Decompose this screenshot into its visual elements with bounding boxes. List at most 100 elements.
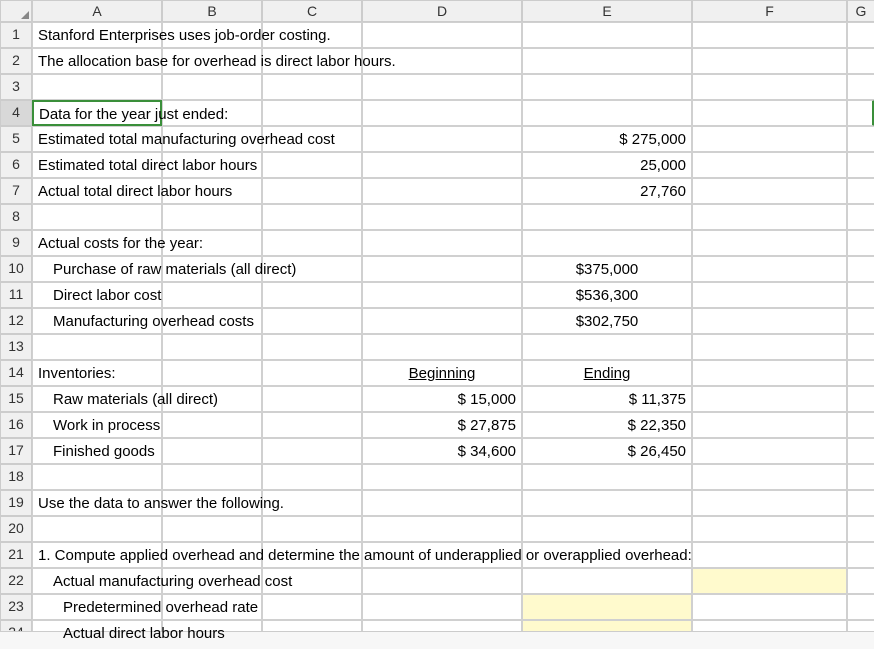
- cell-C8[interactable]: [262, 204, 362, 230]
- cell-B3[interactable]: [162, 74, 262, 100]
- cell-E1[interactable]: [522, 22, 692, 48]
- cell-E19[interactable]: [522, 490, 692, 516]
- col-header-D[interactable]: D: [362, 0, 522, 22]
- cell-G17[interactable]: [847, 438, 874, 464]
- cell-A1[interactable]: Stanford Enterprises uses job-order cost…: [32, 22, 162, 48]
- row-header-12[interactable]: 12: [0, 308, 32, 334]
- cell-G1[interactable]: [847, 22, 874, 48]
- cell-E13[interactable]: [522, 334, 692, 360]
- cell-A21[interactable]: 1. Compute applied overhead and determin…: [32, 542, 162, 568]
- cell-F20[interactable]: [692, 516, 847, 542]
- cell-E7[interactable]: 27,760: [522, 178, 692, 204]
- col-header-F[interactable]: F: [692, 0, 847, 22]
- cell-C18[interactable]: [262, 464, 362, 490]
- cell-A20[interactable]: [32, 516, 162, 542]
- cell-D22[interactable]: [362, 568, 522, 594]
- cell-E11[interactable]: $536,300: [522, 282, 692, 308]
- cell-F12[interactable]: [692, 308, 847, 334]
- cell-G19[interactable]: [847, 490, 874, 516]
- cell-D16[interactable]: $ 27,875: [362, 412, 522, 438]
- cell-E16[interactable]: $ 22,350: [522, 412, 692, 438]
- cell-G3[interactable]: [847, 74, 874, 100]
- select-all-corner[interactable]: [0, 0, 32, 22]
- cell-G13[interactable]: [847, 334, 874, 360]
- cell-C14[interactable]: [262, 360, 362, 386]
- cell-C13[interactable]: [262, 334, 362, 360]
- col-header-B[interactable]: B: [162, 0, 262, 22]
- cell-F5[interactable]: [692, 126, 847, 152]
- cell-A16[interactable]: Work in process: [32, 412, 162, 438]
- cell-C16[interactable]: [262, 412, 362, 438]
- cell-E14[interactable]: Ending: [522, 360, 692, 386]
- cell-C3[interactable]: [262, 74, 362, 100]
- cell-A9[interactable]: Actual costs for the year:: [32, 230, 162, 256]
- cell-E10[interactable]: $375,000: [522, 256, 692, 282]
- cell-G16[interactable]: [847, 412, 874, 438]
- cell-A17[interactable]: Finished goods: [32, 438, 162, 464]
- row-header-14[interactable]: 14: [0, 360, 32, 386]
- cell-A24[interactable]: Actual direct labor hours: [32, 620, 162, 646]
- row-header-16[interactable]: 16: [0, 412, 32, 438]
- cell-A5[interactable]: Estimated total manufacturing overhead c…: [32, 126, 162, 152]
- cell-D1[interactable]: [362, 22, 522, 48]
- cell-A3[interactable]: [32, 74, 162, 100]
- cell-D17[interactable]: $ 34,600: [362, 438, 522, 464]
- cell-D15[interactable]: $ 15,000: [362, 386, 522, 412]
- row-header-6[interactable]: 6: [0, 152, 32, 178]
- cell-B17[interactable]: [162, 438, 262, 464]
- cell-C7[interactable]: [262, 178, 362, 204]
- cell-E3[interactable]: [522, 74, 692, 100]
- cell-E5[interactable]: $ 275,000: [522, 126, 692, 152]
- row-header-17[interactable]: 17: [0, 438, 32, 464]
- cell-A23[interactable]: Predetermined overhead rate: [32, 594, 162, 620]
- row-header-2[interactable]: 2: [0, 48, 32, 74]
- row-header-3[interactable]: 3: [0, 74, 32, 100]
- cell-F14[interactable]: [692, 360, 847, 386]
- cell-B16[interactable]: [162, 412, 262, 438]
- cell-E23[interactable]: [522, 594, 692, 620]
- cell-E12[interactable]: $302,750: [522, 308, 692, 334]
- cell-G21[interactable]: [847, 542, 874, 568]
- row-header-19[interactable]: 19: [0, 490, 32, 516]
- cell-A4[interactable]: Data for the year just ended:: [32, 100, 162, 126]
- cell-F18[interactable]: [692, 464, 847, 490]
- cell-F7[interactable]: [692, 178, 847, 204]
- cell-G12[interactable]: [847, 308, 874, 334]
- cell-G7[interactable]: [847, 178, 874, 204]
- row-header-15[interactable]: 15: [0, 386, 32, 412]
- cell-A22[interactable]: Actual manufacturing overhead cost: [32, 568, 162, 594]
- cell-A18[interactable]: [32, 464, 162, 490]
- cell-B18[interactable]: [162, 464, 262, 490]
- cell-D7[interactable]: [362, 178, 522, 204]
- cell-C11[interactable]: [262, 282, 362, 308]
- cell-F6[interactable]: [692, 152, 847, 178]
- row-header-22[interactable]: 22: [0, 568, 32, 594]
- cell-B20[interactable]: [162, 516, 262, 542]
- cell-G15[interactable]: [847, 386, 874, 412]
- cell-F22[interactable]: [692, 568, 847, 594]
- cell-E4[interactable]: [522, 100, 692, 126]
- cell-C9[interactable]: [262, 230, 362, 256]
- cell-D18[interactable]: [362, 464, 522, 490]
- cell-F15[interactable]: [692, 386, 847, 412]
- col-header-E[interactable]: E: [522, 0, 692, 22]
- cell-D3[interactable]: [362, 74, 522, 100]
- cell-G5[interactable]: [847, 126, 874, 152]
- cell-D12[interactable]: [362, 308, 522, 334]
- cell-F3[interactable]: [692, 74, 847, 100]
- cell-G20[interactable]: [847, 516, 874, 542]
- cell-G22[interactable]: [847, 568, 874, 594]
- cell-G6[interactable]: [847, 152, 874, 178]
- cell-E15[interactable]: $ 11,375: [522, 386, 692, 412]
- cell-G23[interactable]: [847, 594, 874, 620]
- row-header-11[interactable]: 11: [0, 282, 32, 308]
- col-header-G[interactable]: G: [847, 0, 874, 22]
- cell-A7[interactable]: Actual total direct labor hours: [32, 178, 162, 204]
- cell-D6[interactable]: [362, 152, 522, 178]
- cell-F9[interactable]: [692, 230, 847, 256]
- cell-A12[interactable]: Manufacturing overhead costs: [32, 308, 162, 334]
- cell-G14[interactable]: [847, 360, 874, 386]
- cell-B13[interactable]: [162, 334, 262, 360]
- cell-A6[interactable]: Estimated total direct labor hours: [32, 152, 162, 178]
- row-header-23[interactable]: 23: [0, 594, 32, 620]
